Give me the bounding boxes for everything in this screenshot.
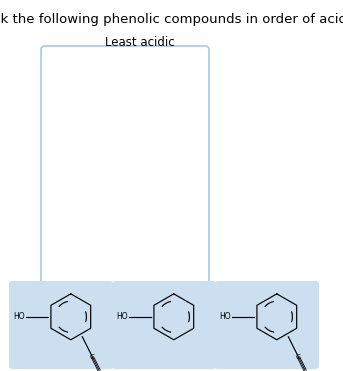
FancyBboxPatch shape [215, 281, 319, 369]
Text: C: C [296, 354, 300, 360]
Text: Least acidic: Least acidic [105, 36, 175, 49]
Text: Most acidic: Most acidic [48, 313, 114, 326]
Text: C: C [90, 354, 94, 360]
Text: HO: HO [117, 312, 128, 321]
FancyBboxPatch shape [112, 281, 216, 369]
Text: HO: HO [14, 312, 25, 321]
FancyBboxPatch shape [41, 46, 209, 312]
FancyBboxPatch shape [9, 281, 113, 369]
Text: HO: HO [220, 312, 231, 321]
Text: Rank the following phenolic compounds in order of acidity.: Rank the following phenolic compounds in… [0, 13, 343, 26]
